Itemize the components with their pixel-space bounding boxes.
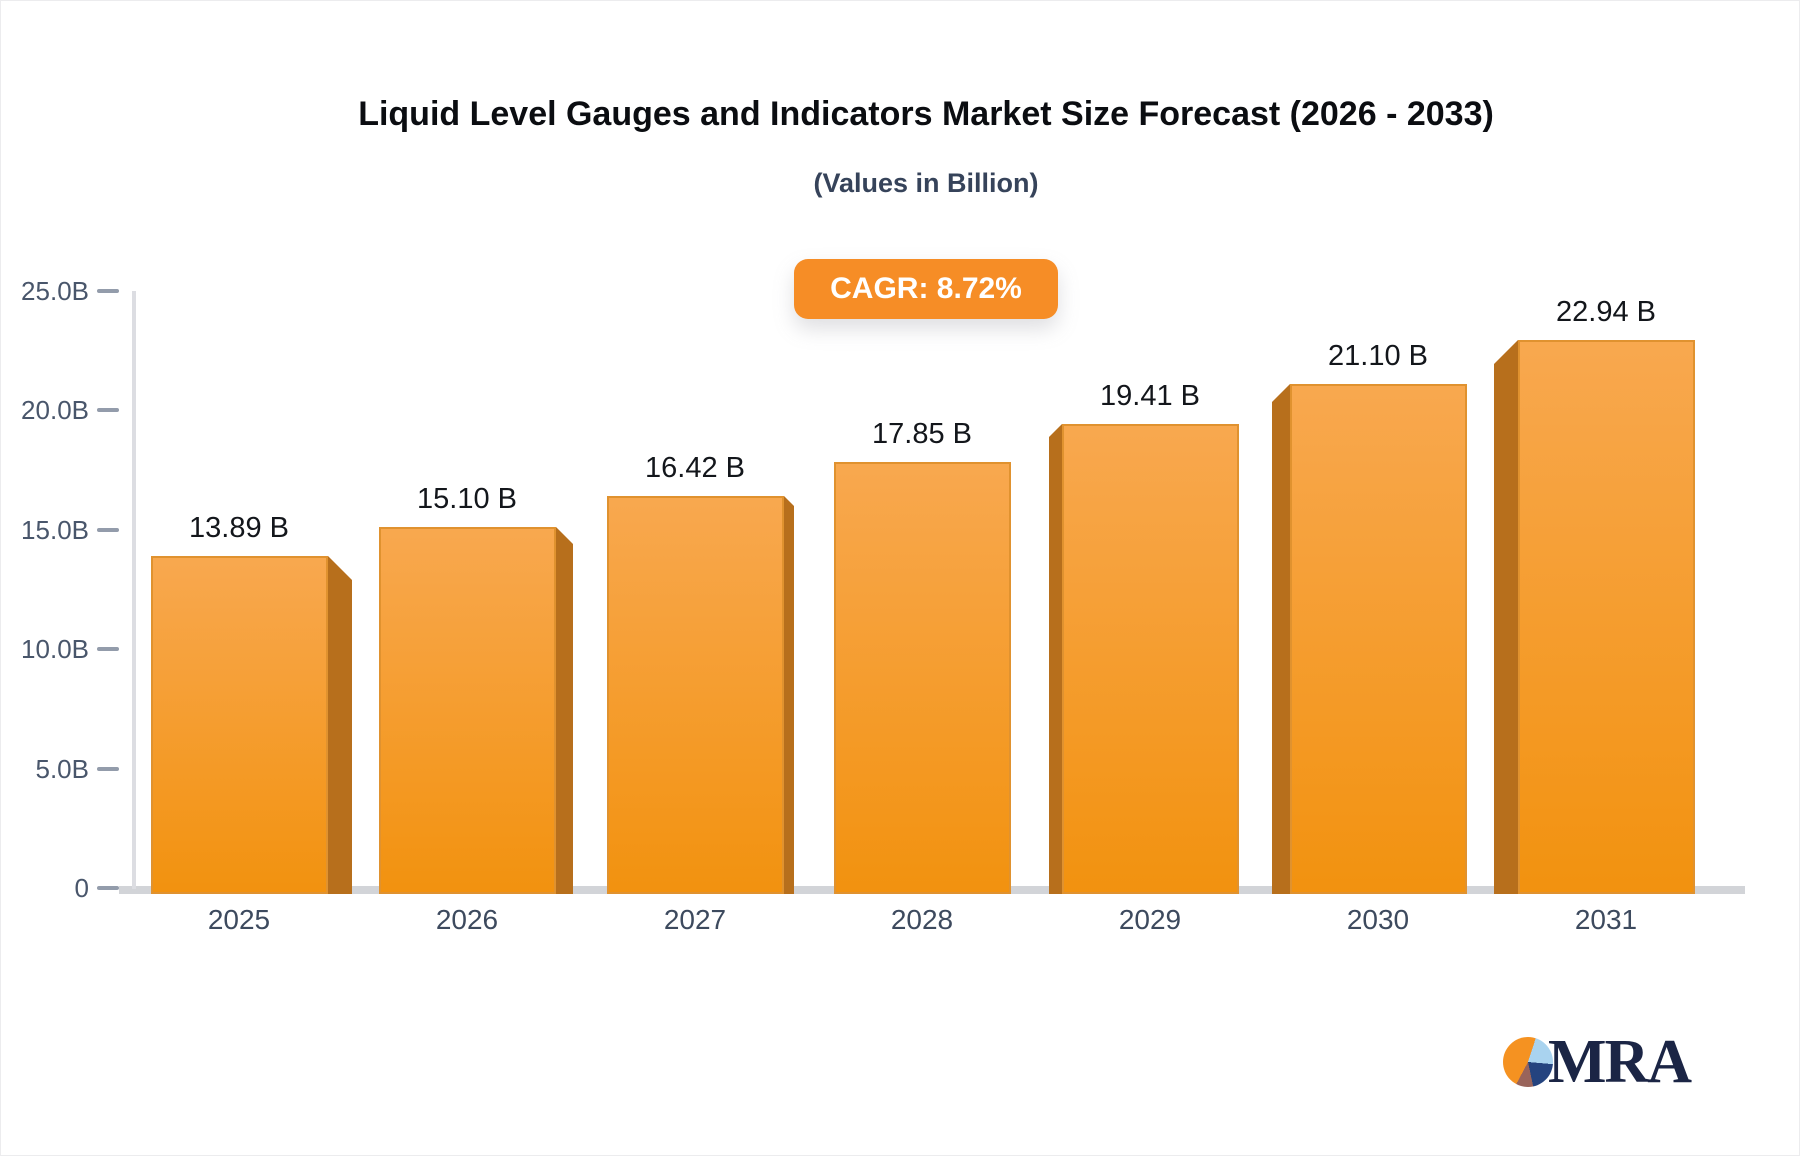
chart-subtitle: (Values in Billion): [813, 168, 1039, 198]
y-tick-10.0B: [97, 647, 119, 651]
x-axis-label-2031: 2031: [1574, 904, 1638, 935]
y-tick-0: [97, 886, 119, 890]
y-tick-label-10.0B: 10.0B: [21, 634, 89, 664]
bar-value-label-2031: 22.94 B: [1556, 296, 1656, 328]
x-axis-label-2025: 2025: [207, 904, 271, 935]
bar-3d-side-2029: [1049, 424, 1062, 894]
y-axis-line: [132, 291, 136, 889]
y-tick-5.0B: [97, 767, 119, 771]
y-tick-label-25.0B: 25.0B: [21, 276, 89, 306]
bar-2027: [607, 496, 784, 894]
brand-logo: MRA: [1503, 1028, 1692, 1096]
y-tick-20.0B: [97, 408, 119, 412]
y-tick-label-15.0B: 15.0B: [21, 515, 89, 545]
bar-3d-side-2025: [328, 556, 352, 894]
bar-3d-side-2026: [556, 527, 573, 894]
bar-2031: [1518, 340, 1695, 894]
bar-3d-side-2030: [1272, 384, 1290, 894]
x-axis-label-2028: 2028: [890, 904, 954, 935]
bar-value-label-2027: 16.42 B: [645, 452, 745, 484]
y-tick-label-20.0B: 20.0B: [21, 395, 89, 425]
bar-2030: [1290, 384, 1467, 894]
bar-2028: [834, 462, 1011, 894]
bar-value-label-2029: 19.41 B: [1100, 380, 1200, 412]
bar-value-label-2026: 15.10 B: [417, 483, 517, 515]
y-tick-15.0B: [97, 528, 119, 532]
bar-3d-side-2031: [1494, 340, 1518, 894]
bar-value-label-2028: 17.85 B: [872, 418, 972, 450]
x-axis-label-2026: 2026: [435, 904, 499, 935]
x-axis-label-2030: 2030: [1346, 904, 1410, 935]
y-tick-25.0B: [97, 289, 119, 293]
bar-value-label-2025: 13.89 B: [189, 512, 289, 544]
bar-value-label-2030: 21.10 B: [1328, 340, 1428, 372]
logo-text: MRA: [1548, 1028, 1692, 1096]
bar-2029: [1062, 424, 1239, 894]
x-axis-label-2029: 2029: [1118, 904, 1182, 935]
chart-title: Liquid Level Gauges and Indicators Marke…: [358, 95, 1494, 133]
logo-pie-icon: [1503, 1037, 1553, 1087]
bar-2026: [379, 527, 556, 894]
y-tick-label-5.0B: 5.0B: [35, 754, 90, 784]
x-axis-label-2027: 2027: [663, 904, 727, 935]
bar-3d-side-2027: [784, 496, 794, 894]
cagr-badge: CAGR: 8.72%: [794, 259, 1058, 319]
bar-2025: [151, 556, 328, 894]
y-tick-label-0: 0: [74, 873, 89, 903]
